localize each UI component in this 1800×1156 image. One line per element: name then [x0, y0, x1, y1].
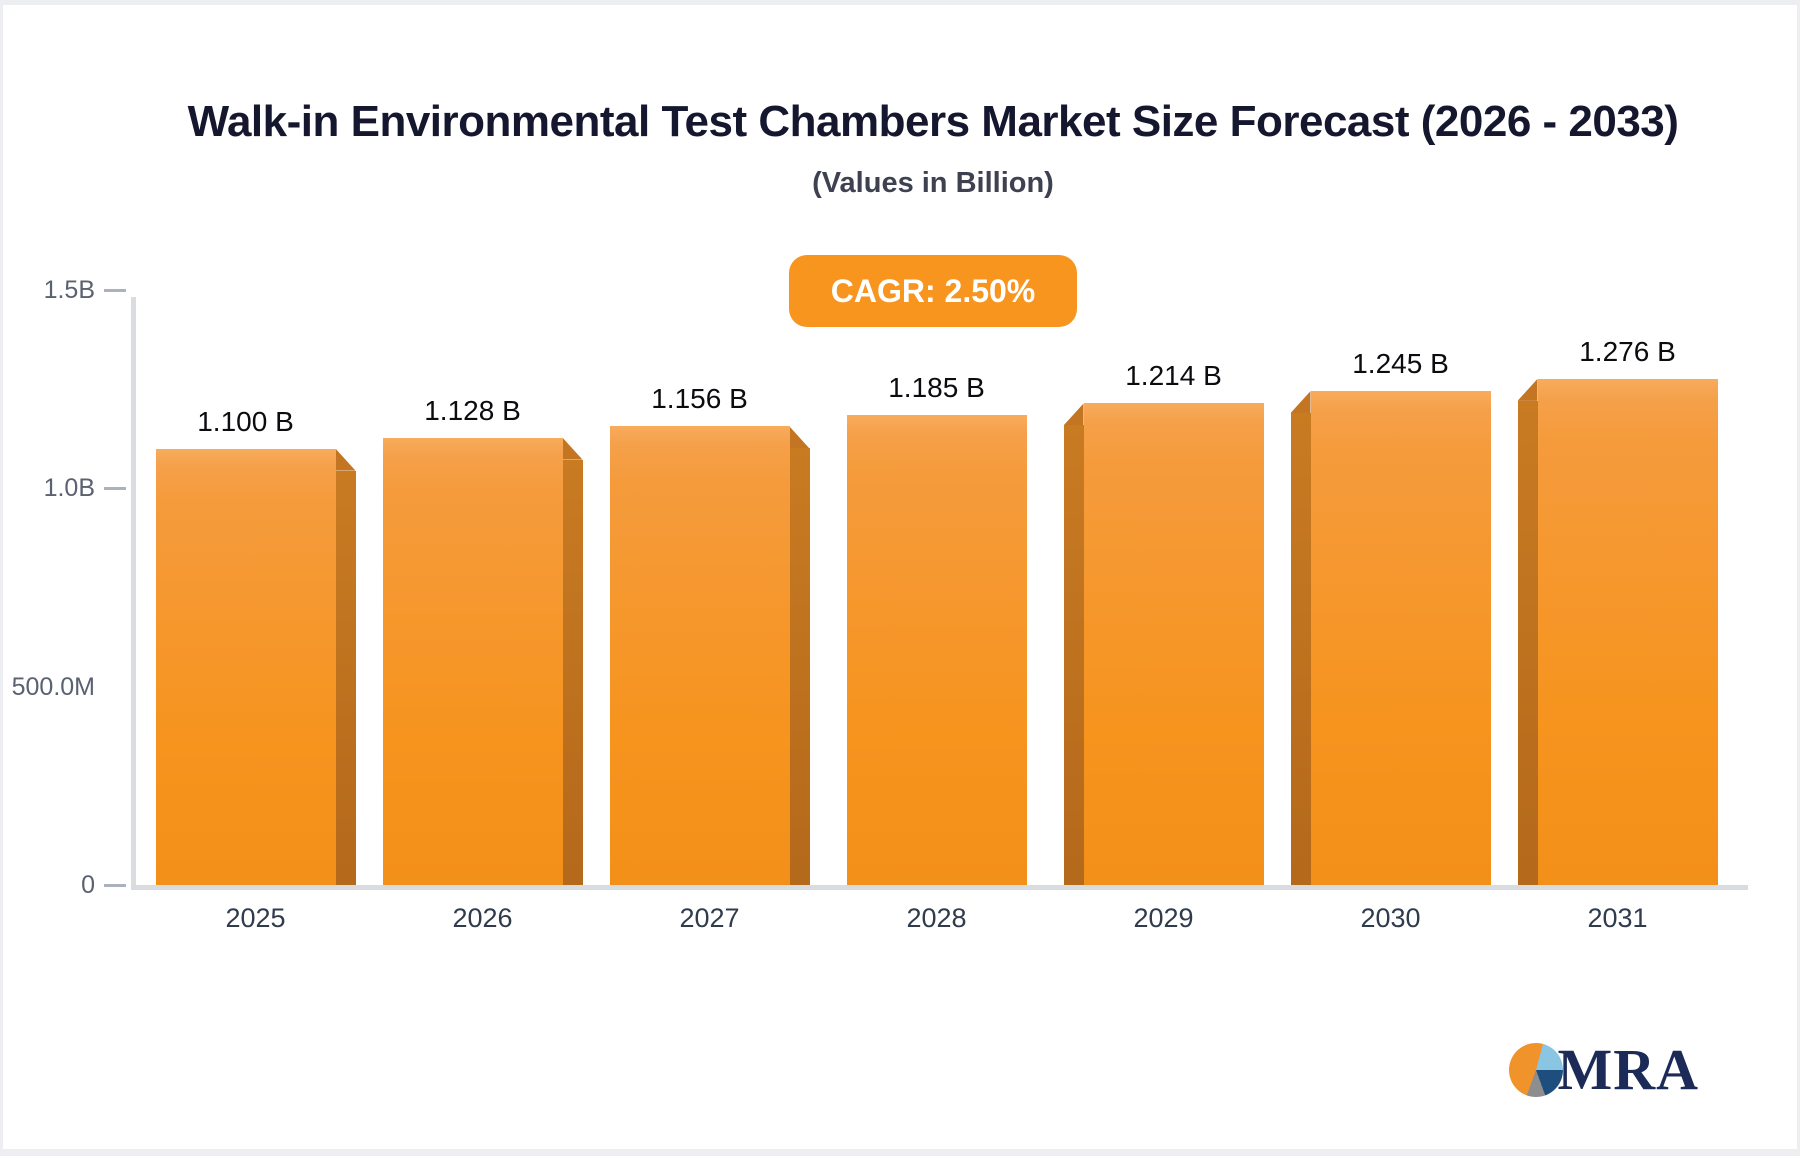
x-axis-labels: 2025 2026 2027 2028 2029 2030 2031 — [142, 903, 1731, 934]
bar-side-face — [1290, 413, 1311, 885]
y-tick-label: 1.0B — [43, 474, 95, 503]
logo: MRA — [1509, 1037, 1699, 1103]
bar-side-face — [1063, 425, 1084, 885]
bar-slot: 1.156 B — [596, 290, 823, 885]
bar-front-face — [1083, 403, 1264, 885]
logo-text: MRA — [1557, 1037, 1699, 1102]
bar-value-label: 1.128 B — [424, 394, 521, 426]
bar-slot: 1.214 B — [1050, 290, 1277, 885]
bar-slot: 1.185 B — [823, 290, 1050, 885]
bar-value-label: 1.245 B — [1352, 348, 1449, 380]
bar-top-bevel — [562, 437, 583, 460]
y-axis-line — [131, 297, 136, 885]
bar-front-face — [1537, 378, 1718, 885]
bar-value-label: 1.185 B — [888, 371, 985, 403]
x-axis-line — [131, 885, 1748, 890]
bar-top-bevel — [335, 448, 356, 471]
bar-value-label: 1.276 B — [1579, 335, 1676, 367]
bar-2026[interactable]: 1.128 B — [382, 395, 583, 885]
bar-2031[interactable]: 1.276 B — [1517, 336, 1718, 885]
bar-front-face — [1310, 391, 1491, 885]
y-tick-dash — [104, 487, 126, 491]
bar-2029[interactable]: 1.214 B — [1063, 360, 1264, 885]
bar-front-face — [609, 426, 790, 885]
bar-side-face — [1517, 400, 1538, 885]
bar-value-label: 1.156 B — [651, 383, 748, 415]
x-axis-label: 2026 — [452, 903, 513, 933]
bar-value-label: 1.214 B — [1125, 360, 1222, 392]
pie-chart-logo-icon — [1509, 1043, 1564, 1097]
chart-content: Walk-in Environmental Test Chambers Mark… — [69, 5, 1797, 1149]
bar-front-face — [155, 448, 336, 885]
y-tick-label: 0 — [81, 871, 95, 899]
bar-2030[interactable]: 1.245 B — [1290, 348, 1491, 885]
x-axis-label: 2027 — [679, 903, 740, 933]
bar-side-face — [335, 470, 356, 885]
x-axis-label: 2029 — [1133, 903, 1194, 933]
bars-row: 1.100 B 1.128 B 1.156 B 1.185 B 1.214 B 1.245… — [142, 290, 1731, 885]
bar-top-bevel — [1290, 391, 1311, 414]
cagr-badge-wrap: CAGR: 2.50% — [69, 255, 1797, 327]
bar-top-bevel — [1063, 403, 1084, 426]
x-axis-label: 2028 — [906, 903, 967, 933]
bar-2028[interactable]: 1.185 B — [846, 372, 1027, 885]
bar-top-bevel — [789, 426, 810, 449]
chart-card: Walk-in Environmental Test Chambers Mark… — [3, 5, 1797, 1149]
bar-2027[interactable]: 1.156 B — [609, 383, 810, 885]
bar-side-face — [789, 448, 810, 885]
x-axis-label: 2031 — [1587, 903, 1648, 933]
chart-subtitle: (Values in Billion) — [812, 167, 1054, 199]
bar-front-face — [382, 437, 563, 885]
bar-slot: 1.128 B — [369, 290, 596, 885]
bar-side-face — [562, 459, 583, 885]
y-tick-label: 1.5B — [43, 276, 95, 304]
cagr-badge: CAGR: 2.50% — [788, 255, 1078, 327]
y-tick-label: 500.0M — [11, 672, 95, 701]
x-axis-label: 2025 — [225, 903, 286, 933]
chart-title: Walk-in Environmental Test Chambers Mark… — [187, 97, 1679, 146]
bar-slot: 1.276 B — [1504, 290, 1731, 885]
x-axis-label: 2030 — [1360, 903, 1421, 933]
bar-front-face — [846, 414, 1027, 885]
bar-slot: 1.245 B — [1277, 290, 1504, 885]
y-tick-dash — [104, 884, 126, 887]
bar-2025[interactable]: 1.100 B — [155, 406, 356, 885]
bar-value-label: 1.100 B — [197, 405, 294, 437]
y-tick-dash — [104, 289, 126, 292]
bar-slot: 1.100 B — [142, 290, 369, 885]
bar-top-bevel — [1517, 378, 1538, 401]
